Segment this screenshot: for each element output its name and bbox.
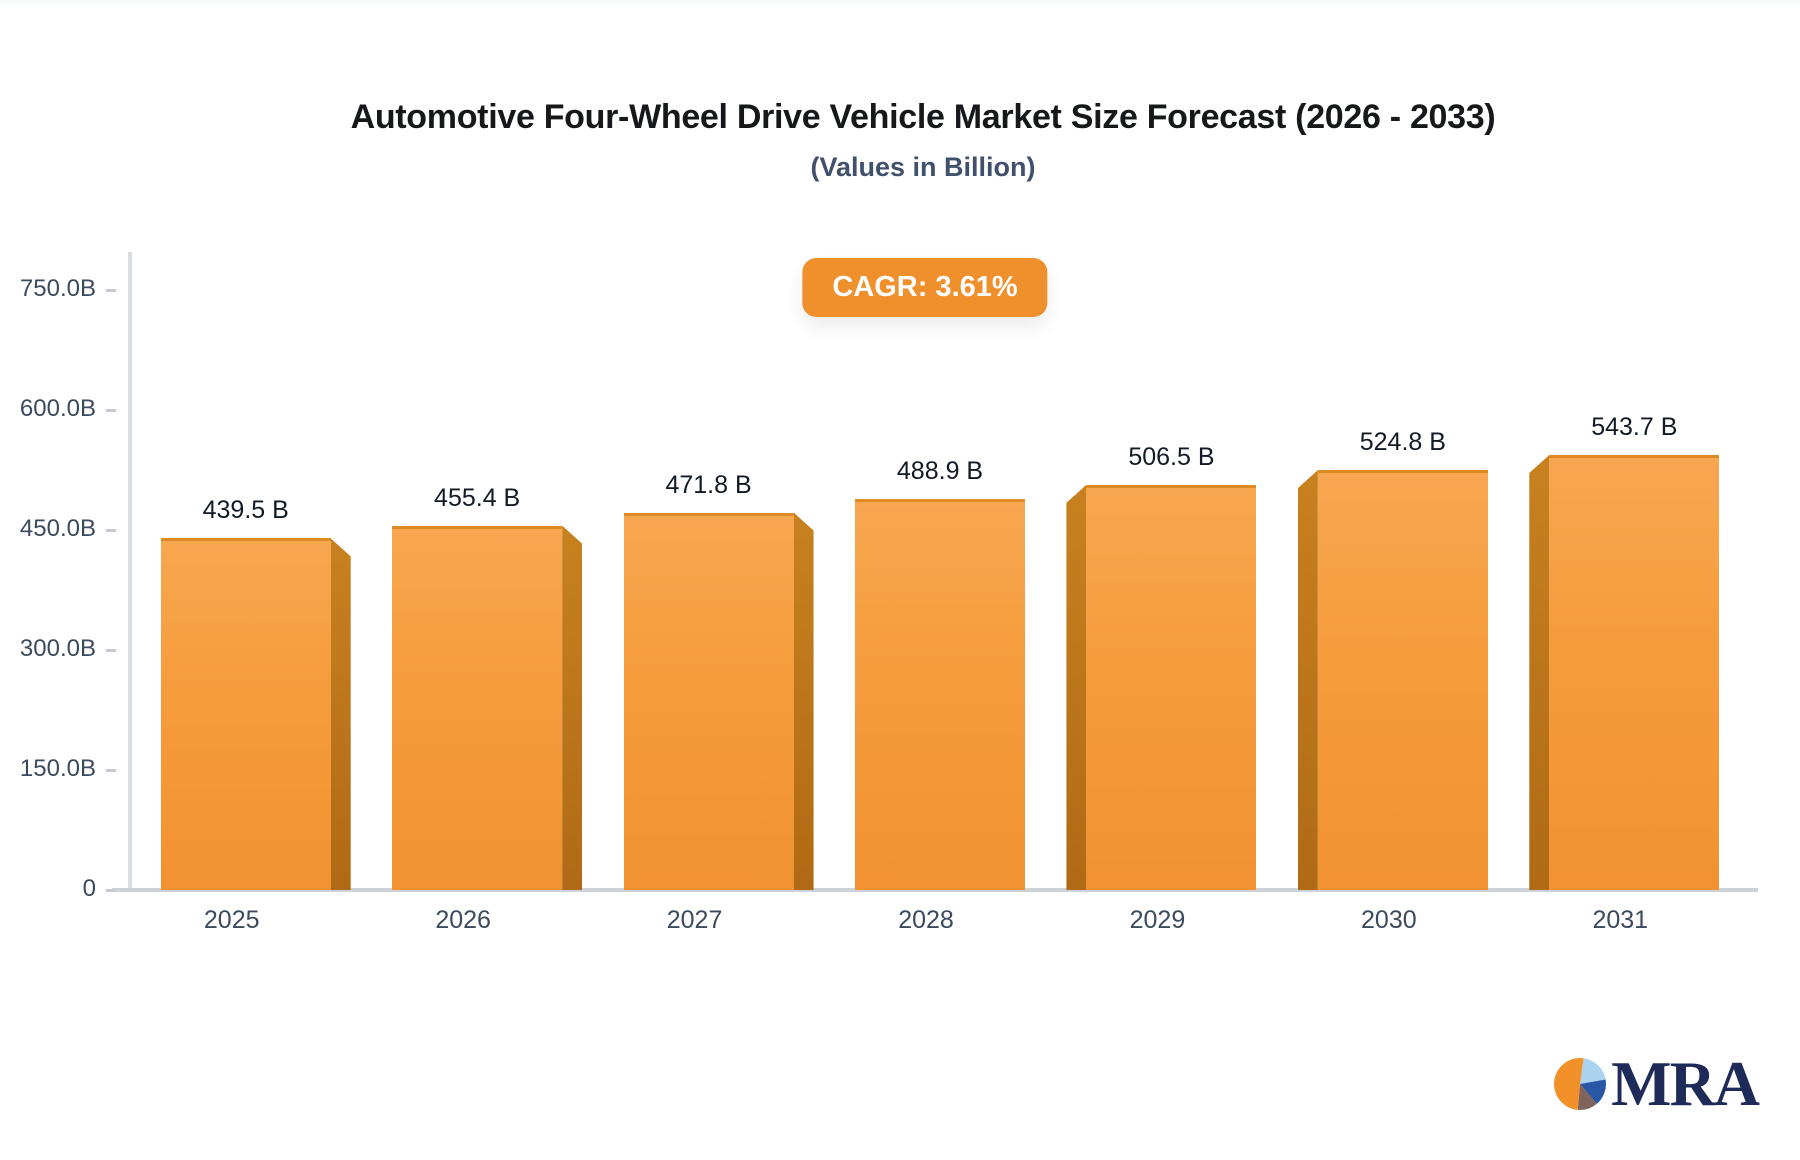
y-tick-mark-0 xyxy=(106,889,116,892)
bar-side-2025 xyxy=(330,538,351,890)
bar-2028 xyxy=(855,498,1025,890)
bar-2027 xyxy=(623,512,794,890)
y-tick-label-750: 750.0B xyxy=(19,275,96,302)
y-axis-line xyxy=(128,252,132,892)
bar-2030 xyxy=(1317,470,1488,890)
x-tick-label-2030: 2030 xyxy=(1361,906,1417,934)
x-tick-label-2027: 2027 xyxy=(666,906,723,934)
brand-logo: MRA xyxy=(1553,1048,1760,1119)
x-axis-line xyxy=(112,888,1758,892)
chart-subtitle: (Values in Billion) xyxy=(810,152,1036,182)
bar-value-label-2027: 471.8 B xyxy=(665,470,752,499)
bar-side-2030 xyxy=(1297,470,1318,890)
pie-chart-icon xyxy=(1554,1058,1607,1110)
bar-value-label-2025: 439.5 B xyxy=(202,496,289,525)
bar-2025 xyxy=(160,538,331,890)
bar-side-2031 xyxy=(1529,455,1550,890)
x-tick-label-2026: 2026 xyxy=(435,906,491,934)
cagr-badge: CAGR: 3.61% xyxy=(802,258,1048,317)
bar-2026 xyxy=(392,525,563,890)
y-tick-mark-750 xyxy=(106,289,116,292)
bar-2031 xyxy=(1549,455,1720,890)
bar-value-label-2029: 506.5 B xyxy=(1128,442,1215,471)
x-tick-label-2025: 2025 xyxy=(203,906,260,934)
y-tick-mark-300 xyxy=(106,649,116,652)
x-tick-label-2028: 2028 xyxy=(898,906,954,934)
chart-canvas: Automotive Four-Wheel Drive Vehicle Mark… xyxy=(0,4,1800,1160)
y-tick-label-450: 450.0B xyxy=(19,515,96,542)
bar-value-label-2031: 543.7 B xyxy=(1591,413,1678,442)
bar-side-2029 xyxy=(1066,484,1087,890)
brand-logo-text: MRA xyxy=(1611,1048,1760,1119)
bar-value-label-2030: 524.8 B xyxy=(1359,428,1446,457)
y-tick-mark-450 xyxy=(106,529,116,532)
y-tick-label-300: 300.0B xyxy=(19,635,96,662)
bar-side-2026 xyxy=(562,525,583,890)
y-tick-label-0: 0 xyxy=(82,875,96,902)
y-tick-label-600: 600.0B xyxy=(19,395,96,422)
bar-value-label-2026: 455.4 B xyxy=(434,483,521,512)
bar-side-2027 xyxy=(793,512,814,890)
bar-value-label-2028: 488.9 B xyxy=(896,456,984,485)
x-tick-label-2029: 2029 xyxy=(1129,906,1186,934)
y-tick-label-150: 150.0B xyxy=(19,755,96,782)
cagr-badge-label: CAGR: 3.61% xyxy=(832,271,1018,303)
y-tick-mark-150 xyxy=(106,769,116,772)
chart-title: Automotive Four-Wheel Drive Vehicle Mark… xyxy=(350,98,1496,136)
bar-2029 xyxy=(1086,484,1257,890)
x-tick-label-2031: 2031 xyxy=(1592,906,1649,934)
y-tick-mark-600 xyxy=(106,409,116,412)
